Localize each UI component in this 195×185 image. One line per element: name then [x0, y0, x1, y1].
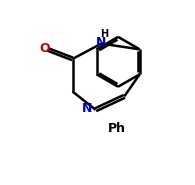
Text: N: N: [82, 102, 92, 115]
Text: H: H: [100, 29, 108, 39]
Text: Ph: Ph: [108, 122, 126, 135]
Text: N: N: [96, 36, 106, 49]
Text: O: O: [39, 42, 50, 55]
